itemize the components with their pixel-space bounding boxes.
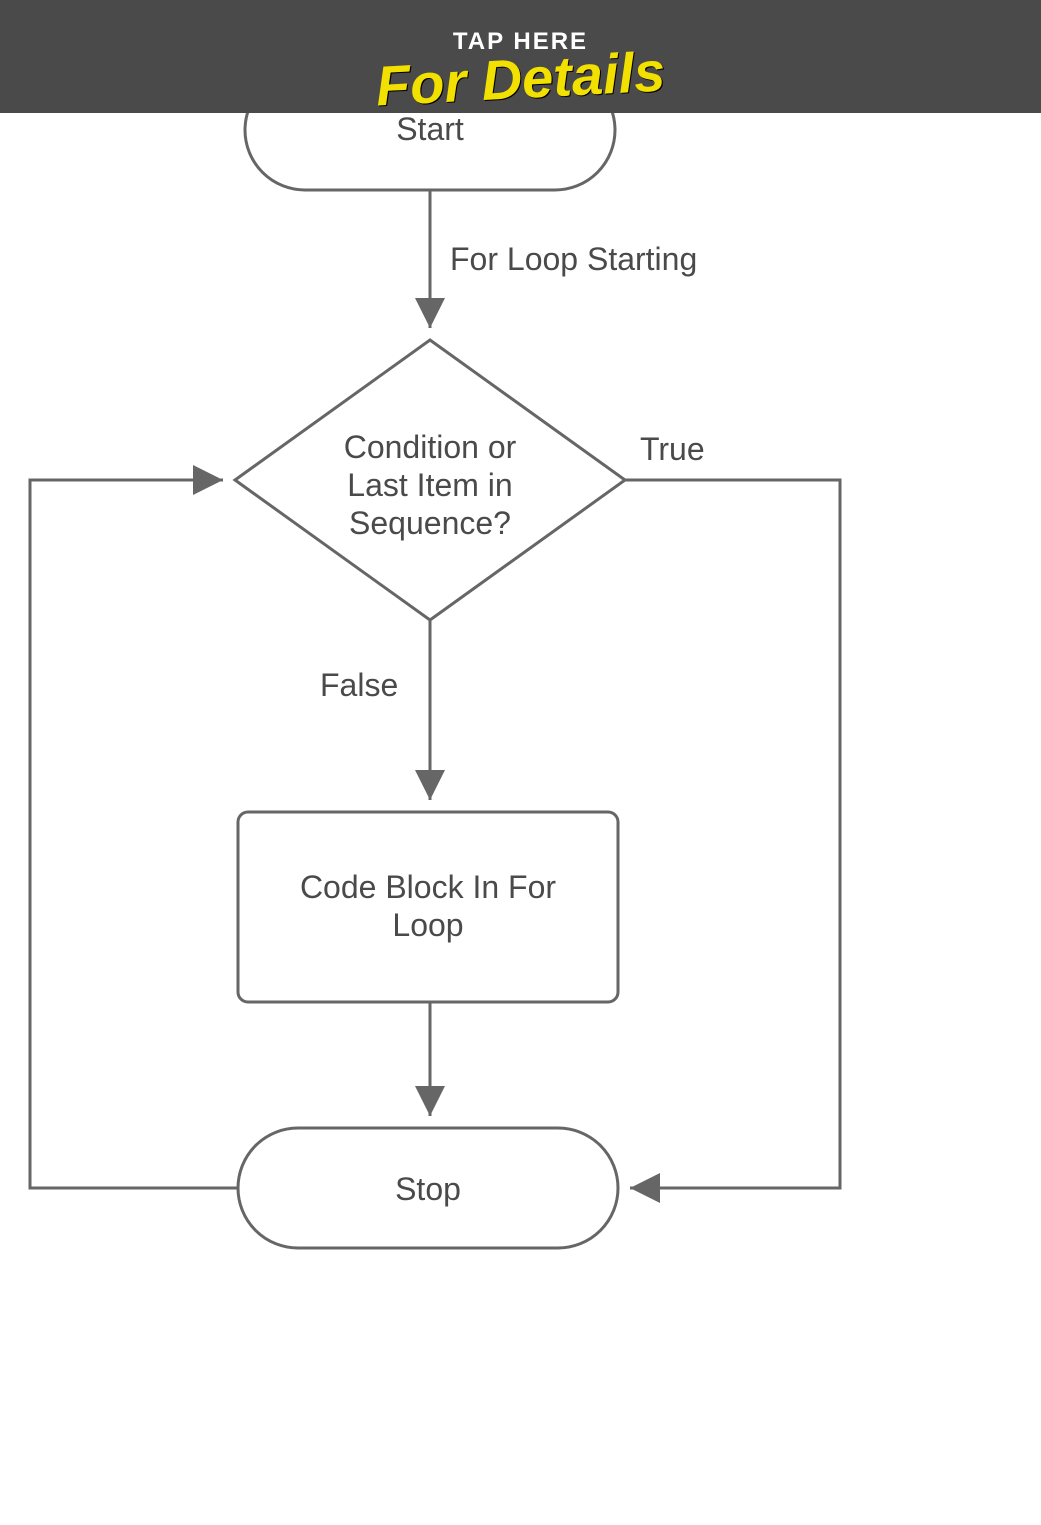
decision-label-1: Condition or: [344, 429, 517, 465]
edge-loop-back: [30, 480, 238, 1188]
edge-true-label: True: [640, 431, 705, 467]
stop-label: Stop: [395, 1171, 461, 1207]
process-label-2: Loop: [392, 907, 463, 943]
flowchart-canvas: Start For Loop Starting Condition or Las…: [0, 0, 1041, 1525]
process-label-1: Code Block In For: [300, 869, 556, 905]
decision-label-2: Last Item in: [347, 467, 512, 503]
edge-start-decision-label: For Loop Starting: [450, 241, 697, 277]
edge-false-label: False: [320, 667, 398, 703]
decision-label-3: Sequence?: [349, 505, 511, 541]
edge-decision-true-stop: [625, 480, 840, 1188]
promo-banner[interactable]: TAP HERE For Details: [0, 0, 1041, 113]
